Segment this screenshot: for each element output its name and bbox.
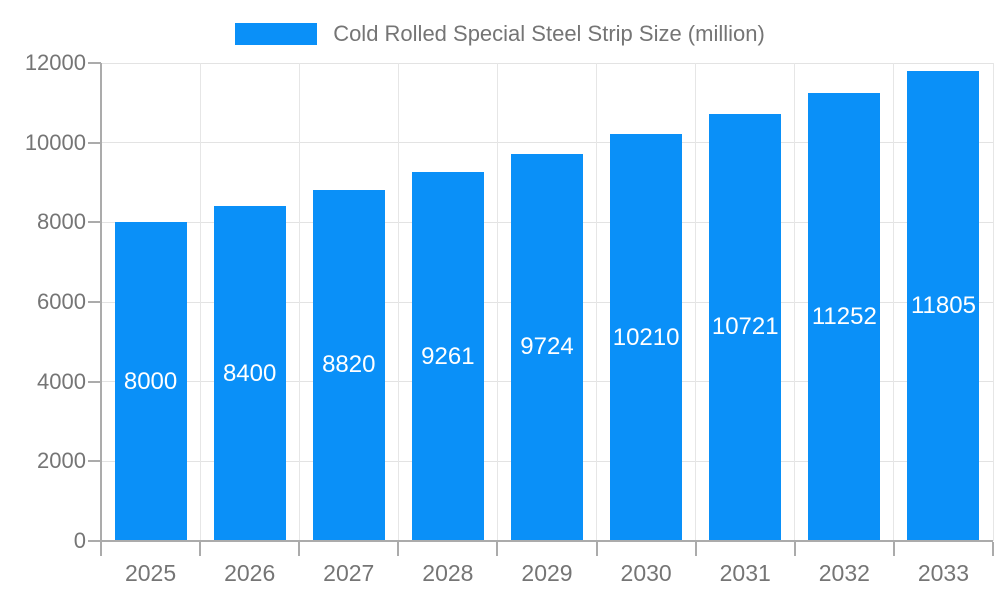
x-axis-tick — [992, 542, 994, 556]
h-gridline — [101, 62, 993, 64]
x-tick-label: 2030 — [620, 560, 672, 586]
y-axis-line — [100, 63, 102, 541]
y-axis-tick — [88, 221, 101, 224]
x-axis-tick — [397, 542, 400, 556]
legend[interactable]: Cold Rolled Special Steel Strip Size (mi… — [0, 21, 1000, 47]
bar-2028[interactable]: 9261 — [411, 172, 484, 541]
x-tick-label: 2031 — [719, 560, 771, 586]
bar-value-label: 8000 — [123, 367, 178, 395]
v-gridline — [199, 63, 201, 541]
x-tick-label: 2028 — [422, 560, 474, 586]
y-axis-tick — [88, 540, 101, 542]
x-axis-line — [88, 540, 993, 542]
x-axis-tick — [298, 542, 301, 556]
bar-2026[interactable]: 8400 — [213, 206, 286, 541]
bar-2025[interactable]: 8000 — [114, 222, 187, 541]
y-tick-label: 12000 — [24, 50, 86, 75]
bar-2029[interactable]: 9724 — [511, 153, 583, 541]
v-gridline — [596, 63, 598, 541]
bar-value-label: 10210 — [612, 323, 680, 351]
v-gridline — [496, 63, 498, 541]
v-gridline — [298, 63, 300, 541]
v-gridline — [992, 63, 994, 541]
v-gridline — [794, 63, 796, 541]
x-axis-tick — [694, 542, 697, 556]
x-tick-label: 2029 — [521, 560, 573, 586]
legend-swatch — [235, 23, 318, 45]
x-axis-tick — [793, 542, 796, 556]
bar-value-label: 9261 — [421, 342, 475, 370]
x-axis-tick — [496, 542, 499, 556]
x-tick-label: 2025 — [124, 560, 177, 586]
y-axis-tick — [88, 301, 101, 303]
bar-2032[interactable]: 11252 — [808, 92, 881, 541]
x-tick-label: 2032 — [818, 560, 870, 586]
bar-2030[interactable]: 10210 — [610, 134, 683, 541]
y-tick-label: 0 — [73, 528, 86, 553]
y-axis-tick — [88, 62, 101, 64]
bar-value-label: 8400 — [222, 359, 277, 387]
y-axis-tick — [88, 380, 101, 383]
bar-value-label: 8820 — [322, 351, 376, 379]
x-axis-tick — [595, 542, 598, 556]
bar-value-label: 10721 — [711, 313, 779, 341]
x-tick-label: 2033 — [917, 560, 970, 586]
bar-2031[interactable]: 10721 — [709, 113, 782, 541]
y-tick-label: 2000 — [37, 448, 86, 474]
x-axis-tick — [199, 542, 202, 556]
bar-2027[interactable]: 8820 — [312, 189, 385, 541]
x-tick-label: 2026 — [224, 560, 276, 586]
y-tick-label: 10000 — [24, 129, 86, 155]
x-axis-tick — [892, 542, 895, 556]
y-tick-label: 8000 — [37, 209, 86, 235]
bar-2033[interactable]: 11805 — [907, 70, 980, 541]
plot-area: 8000 8400 8820 9261 9724 10210 10721 11252 11805 — [101, 62, 994, 541]
legend-label: Cold Rolled Special Steel Strip Size (mi… — [333, 21, 765, 46]
y-tick-label: 6000 — [37, 289, 86, 314]
y-tick-label: 4000 — [37, 368, 86, 394]
h-gridline — [101, 142, 993, 144]
x-tick-label: 2027 — [323, 560, 375, 586]
y-axis-tick — [88, 141, 101, 144]
bar-value-label: 11805 — [910, 291, 976, 319]
bar-value-label: 11252 — [811, 302, 877, 330]
x-axis-tick — [100, 542, 102, 556]
v-gridline — [695, 63, 697, 541]
y-axis-tick — [88, 460, 101, 463]
bar-value-label: 9724 — [520, 333, 574, 361]
v-gridline — [397, 63, 399, 541]
v-gridline — [893, 63, 895, 541]
